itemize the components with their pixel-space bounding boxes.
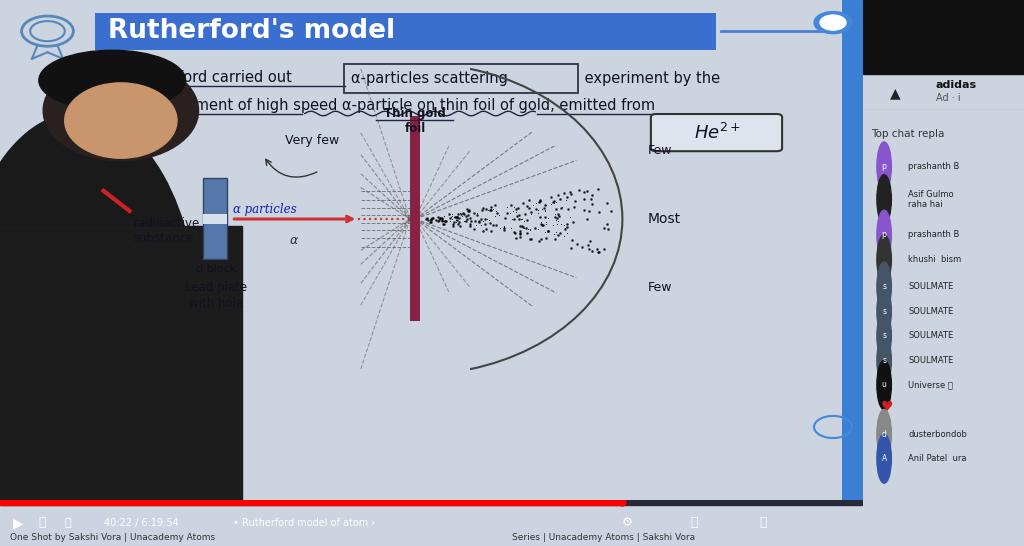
Text: SOULMATE: SOULMATE <box>908 307 953 316</box>
Text: ▶: ▶ <box>13 516 24 530</box>
Text: Ad · i: Ad · i <box>936 93 961 103</box>
Text: A: A <box>882 454 887 463</box>
Ellipse shape <box>39 50 185 110</box>
Text: Asif Gulmo
raha hai: Asif Gulmo raha hai <box>908 189 954 209</box>
Text: s: s <box>882 282 886 291</box>
Circle shape <box>877 262 891 311</box>
FancyBboxPatch shape <box>842 0 863 502</box>
FancyBboxPatch shape <box>203 179 227 259</box>
Circle shape <box>877 287 891 336</box>
Text: ⚙: ⚙ <box>622 517 633 529</box>
Text: Rutherford's model: Rutherford's model <box>108 18 395 44</box>
Text: ⛶: ⛶ <box>760 517 767 529</box>
Circle shape <box>877 360 891 410</box>
Circle shape <box>820 15 846 30</box>
Bar <box>863 0 1024 74</box>
Circle shape <box>877 210 891 259</box>
Text: s: s <box>882 331 886 340</box>
Text: substance: substance <box>134 232 195 245</box>
Text: bombardment of high speed α-particle on thin foil of gold, emitted from: bombardment of high speed α-particle on … <box>129 98 655 113</box>
Text: ▲: ▲ <box>890 86 901 100</box>
Text: 40:22 / 6:19:54: 40:22 / 6:19:54 <box>103 518 178 528</box>
Text: SOULMATE: SOULMATE <box>908 356 953 365</box>
Bar <box>0 500 622 505</box>
Text: Rutherford carried out: Rutherford carried out <box>129 70 297 85</box>
Circle shape <box>814 11 852 34</box>
Ellipse shape <box>65 83 177 158</box>
Text: Very few: Very few <box>285 134 339 147</box>
Text: khushi  bism: khushi bism <box>908 255 962 264</box>
Text: d: d <box>882 430 887 438</box>
Circle shape <box>877 336 891 385</box>
Text: Lead plate: Lead plate <box>184 281 247 294</box>
Text: prashanth B: prashanth B <box>908 230 959 239</box>
Text: Few: Few <box>647 281 672 294</box>
Text: with hole: with hole <box>188 298 243 311</box>
Text: • Rutherford model of atom ›: • Rutherford model of atom › <box>233 518 376 528</box>
Circle shape <box>877 235 891 284</box>
Text: Thin gold: Thin gold <box>384 106 446 120</box>
Polygon shape <box>0 226 242 502</box>
Ellipse shape <box>0 113 199 540</box>
Text: radioactive: radioactive <box>134 217 200 230</box>
Circle shape <box>877 410 891 459</box>
Text: Series | Unacademy Atoms | Sakshi Vora: Series | Unacademy Atoms | Sakshi Vora <box>512 533 695 542</box>
Text: α-particles scattering: α-particles scattering <box>351 71 508 86</box>
Text: Universe 💙: Universe 💙 <box>908 381 953 389</box>
Text: SOULMATE: SOULMATE <box>908 331 953 340</box>
Circle shape <box>877 175 891 224</box>
Text: s: s <box>882 307 886 316</box>
Text: 🔊: 🔊 <box>65 518 72 528</box>
Text: adidas: adidas <box>936 80 977 90</box>
Text: prashanth B: prashanth B <box>908 162 959 171</box>
FancyBboxPatch shape <box>95 13 717 50</box>
Text: foil: foil <box>404 122 426 135</box>
Text: experiment by the: experiment by the <box>580 71 720 86</box>
FancyBboxPatch shape <box>651 114 782 151</box>
Text: ⏭: ⏭ <box>39 517 46 529</box>
Text: Anil Patel  ura: Anil Patel ura <box>908 454 967 463</box>
Text: Most: Most <box>647 212 681 226</box>
Circle shape <box>877 311 891 360</box>
Text: ⛶: ⛶ <box>690 517 698 529</box>
Text: ♥: ♥ <box>881 400 894 414</box>
FancyBboxPatch shape <box>410 116 420 322</box>
FancyBboxPatch shape <box>203 215 227 223</box>
Text: dusterbondob: dusterbondob <box>908 430 967 438</box>
Text: α: α <box>290 234 298 247</box>
Text: SOULMATE: SOULMATE <box>908 282 953 291</box>
Text: Few: Few <box>647 144 672 157</box>
Text: d block: d block <box>196 264 236 274</box>
Text: α particles: α particles <box>233 204 297 216</box>
Text: radium: radium <box>129 124 181 139</box>
Bar <box>0 500 863 505</box>
Text: s: s <box>882 356 886 365</box>
Text: Top chat repla: Top chat repla <box>871 129 945 139</box>
Text: u: u <box>882 381 887 389</box>
Text: p: p <box>882 230 887 239</box>
Text: One Shot by Sakshi Vora | Unacademy Atoms: One Shot by Sakshi Vora | Unacademy Atom… <box>10 533 215 542</box>
Ellipse shape <box>43 60 199 161</box>
Text: $\it{He}^{2+}$: $\it{He}^{2+}$ <box>694 122 741 143</box>
Text: p: p <box>882 162 887 171</box>
Circle shape <box>877 142 891 191</box>
Circle shape <box>877 434 891 483</box>
